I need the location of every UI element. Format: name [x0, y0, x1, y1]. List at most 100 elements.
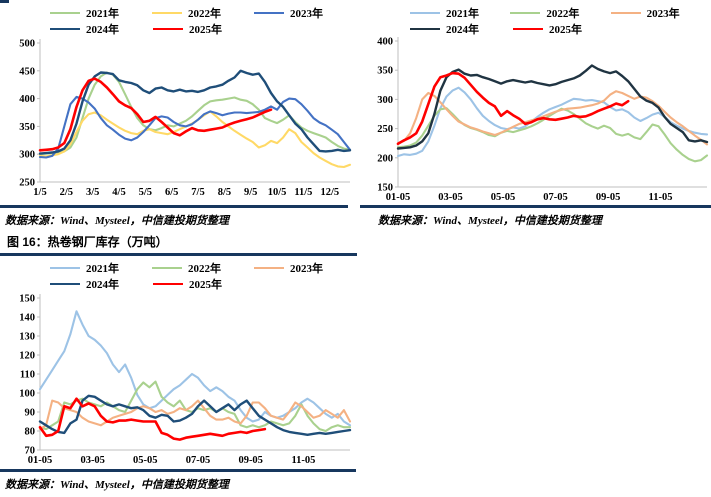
- legend-label: 2023年: [290, 8, 323, 20]
- source-note: 数据来源：Wind、Mysteel，中信建投期货整理: [5, 215, 229, 227]
- legend-label: 2023年: [646, 8, 680, 20]
- x-tick-label: 6/5: [165, 187, 178, 198]
- page-edge-rule-fragment: [0, 0, 9, 3]
- legend-item: 2024年: [50, 276, 153, 292]
- y-tick-label: 350: [377, 66, 393, 77]
- x-tick-label: 09-05: [596, 192, 621, 203]
- series-line-2022年: [38, 380, 352, 433]
- y-tick-label: 250: [377, 124, 393, 135]
- line-chart-canvas-bottom: 70 80 90 100 110 120 130 140 150 01-05 03-05 05-05 0…: [19, 294, 352, 466]
- legend-item: 2023年: [254, 260, 356, 276]
- legend-row: 2021年 2022年 2023年: [0, 5, 356, 21]
- legend-line-swatch: [50, 266, 80, 270]
- legend: 2021年 2022年 2023年 2024年 2025年: [0, 5, 356, 37]
- y-tick-label: 150: [377, 183, 393, 194]
- legend-line-swatch: [152, 266, 182, 270]
- legend-line-swatch: [410, 11, 440, 15]
- x-tick-label: 4/5: [112, 187, 125, 198]
- legend-item: 2023年: [610, 5, 711, 21]
- x-tick-label: 01-05: [386, 192, 411, 203]
- legend: 2021年 2022年 2023年 2024年 2025年: [0, 260, 356, 292]
- legend-line-swatch: [152, 11, 182, 15]
- series-line-2025年: [396, 71, 630, 146]
- legend-item: 2023年: [254, 5, 356, 21]
- legend-item: 2025年: [153, 276, 256, 292]
- legend-line-swatch: [50, 282, 80, 286]
- x-tick-label: 11-05: [291, 455, 315, 466]
- legend-row: 2024年 2025年: [0, 276, 356, 292]
- x-tick-label: 10/5: [268, 187, 287, 198]
- source-note: 数据来源：Wind、Mysteel，中信建投期货整理: [378, 215, 602, 227]
- legend-item: 2024年: [410, 21, 513, 37]
- series-line-2021年: [38, 71, 352, 156]
- x-tick-label: 7/5: [191, 187, 204, 198]
- y-tick-label: 110: [20, 370, 35, 381]
- legend-item: 2022年: [152, 260, 254, 276]
- legend-line-swatch: [153, 27, 183, 31]
- series-line-2021年: [396, 86, 709, 158]
- legend-line-swatch: [254, 266, 284, 270]
- x-tick-label: 03-05: [80, 455, 105, 466]
- series-line-2023年: [38, 399, 352, 431]
- y-tick-label: 300: [19, 150, 35, 161]
- chart-panel-bottom: 2021年 2022年 2023年 2024年 2025年 70 80 90 100 110 12…: [0, 258, 356, 492]
- legend-label: 2022年: [188, 8, 221, 20]
- y-tick-label: 120: [19, 351, 35, 362]
- legend-item: 2021年: [50, 5, 152, 21]
- separator-rule: [360, 205, 711, 208]
- legend-label: 2025年: [189, 24, 222, 36]
- y-tick-label: 400: [19, 94, 35, 105]
- legend-label: 2022年: [546, 8, 580, 20]
- chart-panel-top-right: 2021年 2022年 2023年 2024年 2025年 150 200 250 300 35…: [360, 0, 711, 228]
- legend: 2021年 2022年 2023年 2024年 2025年: [360, 5, 711, 37]
- legend-line-swatch: [610, 11, 641, 15]
- x-tick-label: 03-05: [438, 192, 463, 203]
- series-line-2025年: [38, 77, 273, 152]
- y-tick-label: 200: [377, 153, 393, 164]
- legend-line-swatch: [510, 11, 541, 15]
- legend-row: 2024年 2025年: [0, 21, 356, 37]
- figure-16-title: 图 16：热卷钢厂库存（万吨）: [7, 235, 168, 249]
- x-tick-label: 8/5: [218, 187, 231, 198]
- x-tick-label: 9/5: [244, 187, 257, 198]
- legend-line-swatch: [410, 27, 440, 31]
- y-tick-label: 400: [377, 37, 393, 48]
- series-line-2023年: [396, 90, 709, 146]
- x-tick-label: 07-05: [543, 192, 568, 203]
- legend-row: 2021年 2022年 2023年: [360, 5, 711, 21]
- separator-rule: [0, 205, 348, 208]
- x-tick-label: 12/5: [320, 187, 339, 198]
- legend-label: 2024年: [86, 24, 119, 36]
- y-tick-label: 130: [19, 332, 35, 343]
- y-tick-label: 250: [19, 178, 35, 189]
- legend-item: 2022年: [510, 5, 610, 21]
- x-tick-label: 05-05: [491, 192, 516, 203]
- y-tick-label: 100: [19, 389, 35, 400]
- series-line-2025年: [38, 397, 267, 441]
- y-tick-label: 80: [25, 427, 36, 438]
- legend-line-swatch: [50, 11, 80, 15]
- line-chart-canvas-top-right: 150 200 250 300 350 400 01-05 03-05 05-05 07-05 09…: [377, 37, 709, 203]
- legend-label: 2021年: [446, 8, 479, 20]
- series-line-2023年: [38, 95, 352, 159]
- legend-label: 2025年: [189, 279, 222, 291]
- series-line-2022年: [396, 107, 709, 163]
- legend-line-swatch: [254, 11, 284, 15]
- x-tick-label: 01-05: [28, 455, 53, 466]
- legend-label: 2021年: [86, 8, 119, 20]
- legend-item: 2022年: [152, 5, 254, 21]
- legend-label: 2024年: [446, 24, 479, 36]
- series-line-2022年: [38, 110, 352, 169]
- legend-item: 2025年: [153, 21, 256, 37]
- separator-rule: [0, 253, 357, 256]
- legend-item: 2025年: [513, 21, 616, 37]
- x-tick-label: 11/5: [294, 187, 312, 198]
- legend-item: 2024年: [50, 21, 153, 37]
- legend-label: 2022年: [188, 263, 221, 275]
- legend-row: 2024年 2025年: [360, 21, 711, 37]
- legend-item: 2021年: [50, 260, 152, 276]
- legend-label: 2025年: [549, 24, 582, 36]
- y-tick-label: 150: [19, 294, 35, 305]
- y-tick-label: 140: [19, 313, 35, 324]
- legend-label: 2023年: [290, 263, 323, 275]
